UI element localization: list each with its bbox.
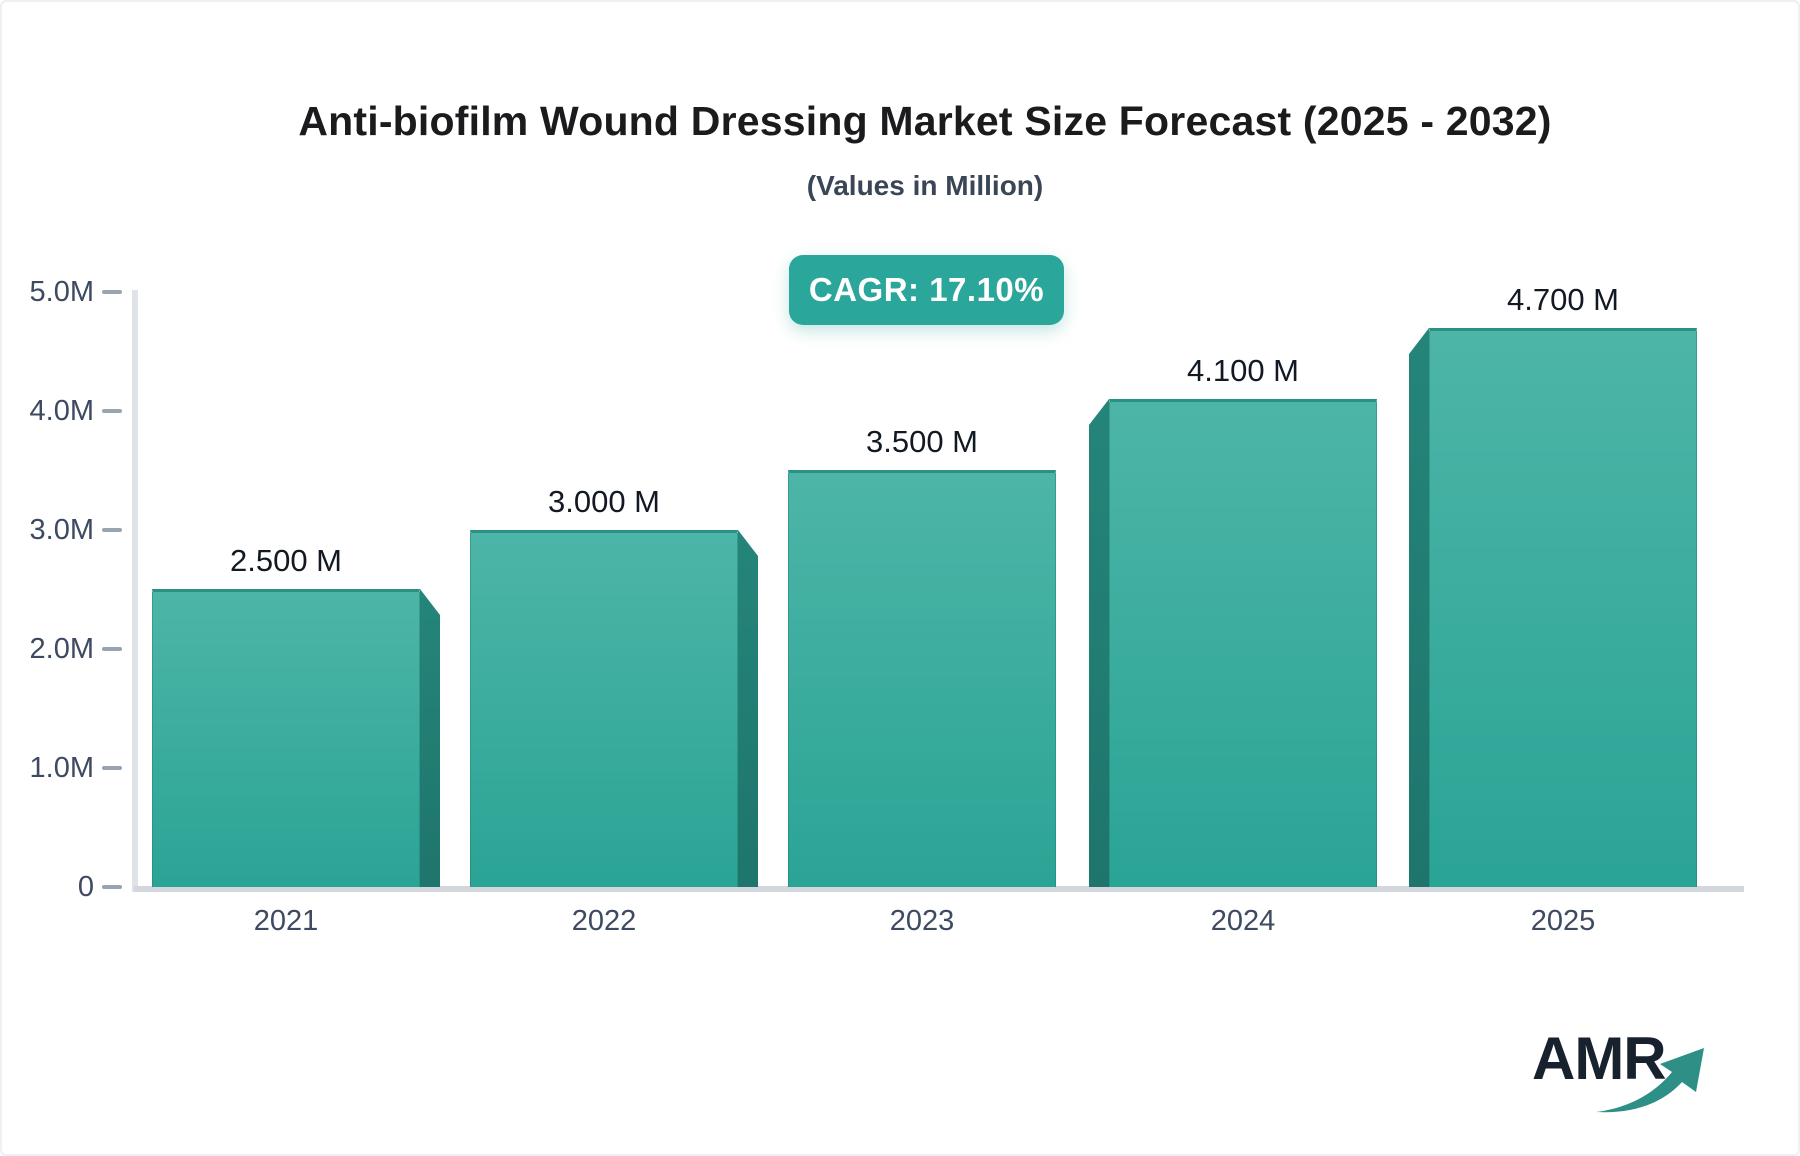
x-axis-label: 2021	[253, 905, 319, 937]
bar-side-face	[1089, 399, 1109, 887]
cagr-badge-label: CAGR: 17.10%	[808, 271, 1045, 308]
chart-title: Anti-biofilm Wound Dressing Market Size …	[298, 98, 1552, 144]
bar-side-face	[1409, 328, 1429, 887]
bar-value-label: 4.100 M	[1186, 353, 1299, 388]
bar-2025	[1429, 328, 1697, 887]
y-axis-tick	[102, 647, 122, 651]
y-axis-tick-label: 1.0M	[29, 752, 94, 784]
y-axis-tick-label: 2.0M	[29, 633, 94, 665]
y-axis-tick	[102, 766, 122, 770]
y-axis-tick-label: 0	[77, 871, 94, 903]
bar-2024	[1109, 399, 1377, 887]
x-axis-label: 2023	[889, 905, 955, 937]
y-axis-tick-label: 3.0M	[29, 514, 94, 546]
amr-logo-text: AMR	[1532, 1025, 1667, 1092]
y-axis-line	[132, 290, 138, 892]
y-axis-tick-label: 4.0M	[29, 395, 94, 427]
bar-value-label: 3.500 M	[865, 424, 978, 459]
bar-value-label: 4.700 M	[1506, 282, 1619, 317]
x-axis-label: 2025	[1530, 905, 1596, 937]
bar-2021	[152, 589, 420, 887]
y-axis-tick	[102, 290, 122, 294]
y-axis-tick-label: 5.0M	[29, 276, 94, 308]
trend-arrow-icon	[1596, 1048, 1704, 1113]
amr-logo: AMR	[1530, 1024, 1760, 1134]
x-axis-label: 2022	[571, 905, 637, 937]
bar-side-face	[420, 589, 440, 887]
chart-subtitle: (Values in Million)	[806, 170, 1044, 201]
bar-2023	[788, 470, 1056, 887]
cagr-badge: CAGR: 17.10%	[789, 255, 1064, 325]
y-axis-tick	[102, 528, 122, 532]
bar-value-label: 2.500 M	[229, 543, 342, 578]
x-axis-label: 2024	[1210, 905, 1276, 937]
bar-side-face	[738, 530, 758, 887]
y-axis-tick	[102, 409, 122, 413]
bar-2022	[470, 530, 738, 887]
y-axis-tick	[102, 885, 122, 889]
x-axis-line	[134, 886, 1744, 892]
bar-value-label: 3.000 M	[547, 484, 660, 519]
